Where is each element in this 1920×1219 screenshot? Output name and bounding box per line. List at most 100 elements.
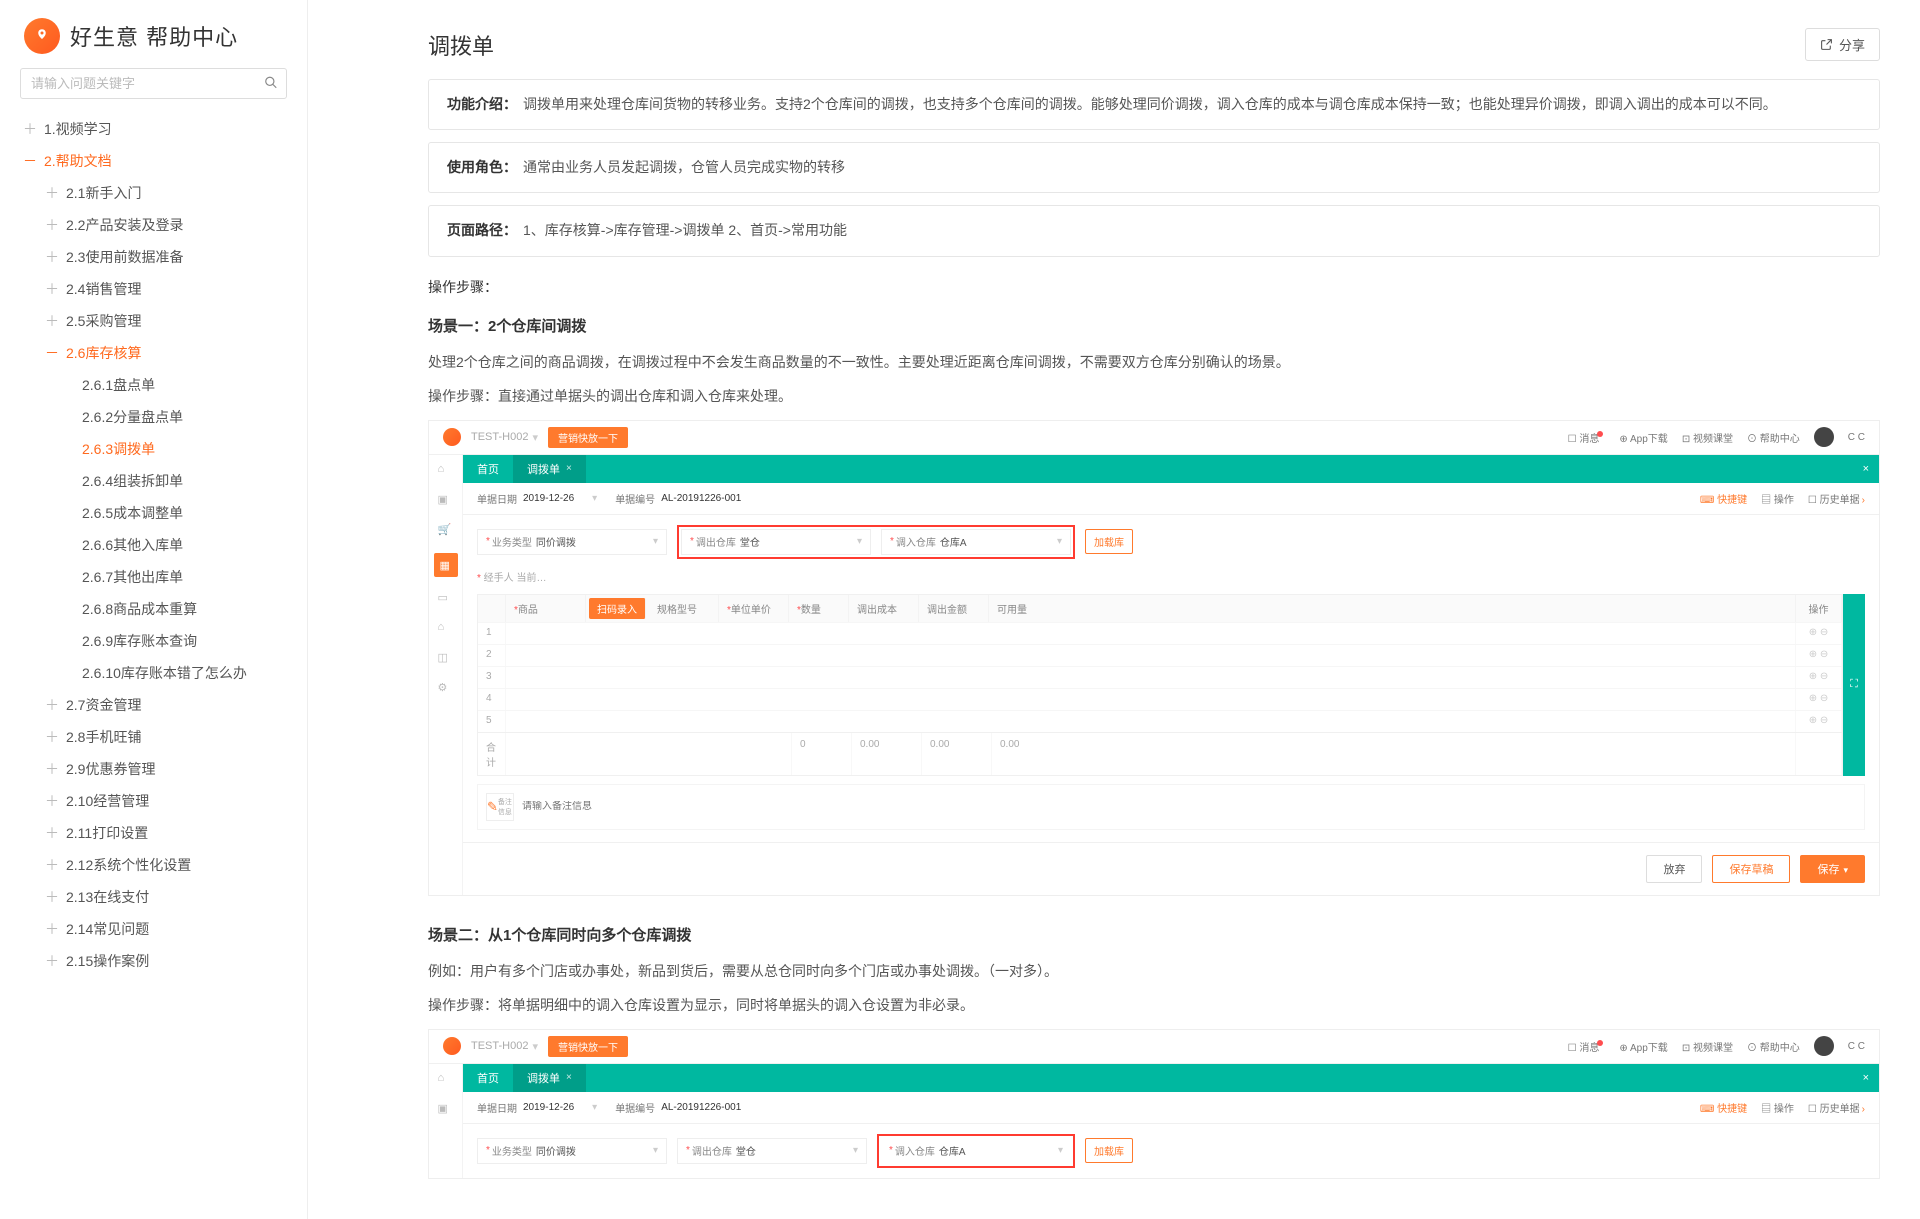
- demo-logo-icon: [443, 1037, 461, 1055]
- nav-2-6-6[interactable]: 2.6.6其他入库单: [0, 529, 307, 561]
- plus-icon: ＋: [44, 953, 60, 969]
- path-box: 页面路径：1、库存核算->库存管理->调拨单 2、首页->常用功能: [428, 205, 1880, 256]
- wallet-icon: ▭: [438, 591, 454, 607]
- nav-2-6[interactable]: －2.6库存核算: [0, 337, 307, 369]
- nav-2-2[interactable]: ＋2.2产品安装及登录: [0, 209, 307, 241]
- close-icon: ×: [566, 463, 572, 474]
- scene2-p2: 操作步骤：将单据明细中的调入仓库设置为显示，同时将单据头的调入仓设置为非必录。: [428, 991, 1880, 1019]
- share-button[interactable]: 分享: [1805, 28, 1880, 61]
- intro-label: 功能介绍：: [447, 96, 517, 112]
- plus-icon: ＋: [44, 281, 60, 297]
- nav-2-6-1[interactable]: 2.6.1盘点单: [0, 369, 307, 401]
- plus-icon: ＋: [44, 217, 60, 233]
- demo-draft-button: 保存草稿: [1712, 855, 1790, 883]
- plus-icon: ＋: [44, 313, 60, 329]
- doc-icon: ▣: [438, 1102, 454, 1118]
- minus-icon: －: [44, 345, 60, 361]
- nav-2-12[interactable]: ＋2.12系统个性化设置: [0, 849, 307, 881]
- nav-2-11[interactable]: ＋2.11打印设置: [0, 817, 307, 849]
- nav-docs[interactable]: －2.帮助文档: [0, 145, 307, 177]
- nav-2-7[interactable]: ＋2.7资金管理: [0, 689, 307, 721]
- demo-quick-link: ⌨ 快捷键: [1700, 1100, 1747, 1115]
- demo-tab-home: 首页: [463, 455, 513, 483]
- nav-2-15[interactable]: ＋2.15操作案例: [0, 945, 307, 977]
- demo-out-field: 调出仓库堂仓▾: [677, 1138, 867, 1164]
- demo-biztype-field: 业务类型同价调拨▾: [477, 1138, 667, 1164]
- intro-box: 功能介绍：调拨单用来处理仓库间货物的转移业务。支持2个仓库间的调拨，也支持多个仓…: [428, 79, 1880, 130]
- plus-icon: ＋: [44, 249, 60, 265]
- demo-close-all: ×: [1853, 1072, 1879, 1084]
- fullscreen-icon: ⛶: [1843, 594, 1865, 776]
- nav-2-5[interactable]: ＋2.5采购管理: [0, 305, 307, 337]
- home-icon: ⌂: [438, 463, 454, 479]
- nav-2-6-7[interactable]: 2.6.7其他出库单: [0, 561, 307, 593]
- search-box: [20, 68, 287, 99]
- plus-icon: ＋: [44, 729, 60, 745]
- demo-avatar-icon: [1814, 1036, 1834, 1056]
- demo-username: C C: [1848, 1041, 1865, 1052]
- demo-tabs: 首页 调拨单× ×: [463, 455, 1879, 483]
- demo-msg-link: ☐ 消息: [1568, 1039, 1606, 1054]
- demo-msg-link: ☐ 消息: [1568, 430, 1606, 445]
- nav-video[interactable]: ＋1.视频学习: [0, 113, 307, 145]
- nav-2-6-3[interactable]: 2.6.3调拨单: [0, 433, 307, 465]
- nav-2-14[interactable]: ＋2.14常见问题: [0, 913, 307, 945]
- demo-video-link: ⊡ 视频课堂: [1682, 1039, 1733, 1054]
- demo-sidenav: ⌂ ▣: [429, 1064, 463, 1178]
- steps-heading: 操作步骤：: [428, 277, 1880, 297]
- demo-org-select: TEST-H002 ▾: [471, 1040, 538, 1053]
- scene1-heading: 场景一：2个仓库间调拨: [428, 315, 1880, 336]
- demo-try-button: 营销快放一下: [548, 1036, 628, 1057]
- nav-2-6-5[interactable]: 2.6.5成本调整单: [0, 497, 307, 529]
- plus-icon: ＋: [44, 793, 60, 809]
- search-icon[interactable]: [264, 75, 278, 92]
- main-content: 调拨单 分享 功能介绍：调拨单用来处理仓库间货物的转移业务。支持2个仓库间的调拨…: [308, 0, 1920, 1219]
- nav-2-6-4[interactable]: 2.6.4组装拆卸单: [0, 465, 307, 497]
- shop-icon: ⌂: [438, 621, 454, 637]
- demo-logo-icon: [443, 428, 461, 446]
- demo-screenshot-2: TEST-H002 ▾ 营销快放一下 ☐ 消息 ⊕ App下载 ⊡ 视频课堂 ⊙…: [428, 1029, 1880, 1179]
- demo-username: C C: [1848, 432, 1865, 443]
- nav-2-4[interactable]: ＋2.4销售管理: [0, 273, 307, 305]
- nav-2-6-10[interactable]: 2.6.10库存账本错了怎么办: [0, 657, 307, 689]
- nav-2-9[interactable]: ＋2.9优惠券管理: [0, 753, 307, 785]
- nav-2-8[interactable]: ＋2.8手机旺铺: [0, 721, 307, 753]
- demo-cancel-button: 放弃: [1646, 855, 1702, 883]
- demo-try-button: 营销快放一下: [548, 427, 628, 448]
- demo-tabs: 首页 调拨单× ×: [463, 1064, 1879, 1092]
- nav-2-3[interactable]: ＋2.3使用前数据准备: [0, 241, 307, 273]
- demo-highlight-box: 调出仓库堂仓▾ 调入仓库仓库A▾: [677, 525, 1075, 559]
- demo-help-link: ⊙ 帮助中心: [1747, 430, 1800, 445]
- scene2-p1: 例如：用户有多个门店或办事处，新品到货后，需要从总仓同时向多个门店或办事处调拨。…: [428, 957, 1880, 985]
- close-icon: ×: [566, 1072, 572, 1083]
- share-icon: [1820, 38, 1833, 51]
- page-title: 调拨单: [428, 29, 494, 61]
- demo-ops-link: ▤ 操作: [1761, 491, 1794, 506]
- role-label: 使用角色：: [447, 159, 517, 175]
- chart-icon: ◫: [438, 651, 454, 667]
- demo-in-field: 调入仓库仓库A▾: [881, 529, 1071, 555]
- demo-close-all: ×: [1853, 463, 1879, 475]
- demo-load-button: 加载库: [1085, 1138, 1133, 1163]
- plus-icon: ＋: [44, 761, 60, 777]
- nav-2-10[interactable]: ＋2.10经营管理: [0, 785, 307, 817]
- scene1-p2: 操作步骤：直接通过单据头的调出仓库和调入仓库来处理。: [428, 382, 1880, 410]
- nav-2-6-9[interactable]: 2.6.9库存账本查询: [0, 625, 307, 657]
- nav-2-1[interactable]: ＋2.1新手入门: [0, 177, 307, 209]
- demo-save-button: 保存▾: [1800, 855, 1865, 883]
- demo-highlight-box: 调入仓库仓库A▾: [877, 1134, 1075, 1168]
- demo-app-link: ⊕ App下载: [1619, 1039, 1667, 1054]
- gear-icon: ⚙: [438, 681, 454, 697]
- demo-tab-doc: 调拨单×: [513, 1064, 586, 1092]
- search-input[interactable]: [21, 69, 286, 98]
- demo-avatar-icon: [1814, 427, 1834, 447]
- demo-in-field: 调入仓库仓库A▾: [881, 1138, 1071, 1164]
- nav-2-6-8[interactable]: 2.6.8商品成本重算: [0, 593, 307, 625]
- demo-help-link: ⊙ 帮助中心: [1747, 1039, 1800, 1054]
- demo-biztype-field: 业务类型同价调拨▾: [477, 529, 667, 555]
- doc-icon: ▣: [438, 493, 454, 509]
- nav-2-13[interactable]: ＋2.13在线支付: [0, 881, 307, 913]
- nav-2-6-2[interactable]: 2.6.2分量盘点单: [0, 401, 307, 433]
- note-icon: ✎备注信息: [486, 793, 514, 821]
- sidebar: 好生意 帮助中心 ＋1.视频学习 －2.帮助文档 ＋2.1新手入门 ＋2.2产品…: [0, 0, 308, 1219]
